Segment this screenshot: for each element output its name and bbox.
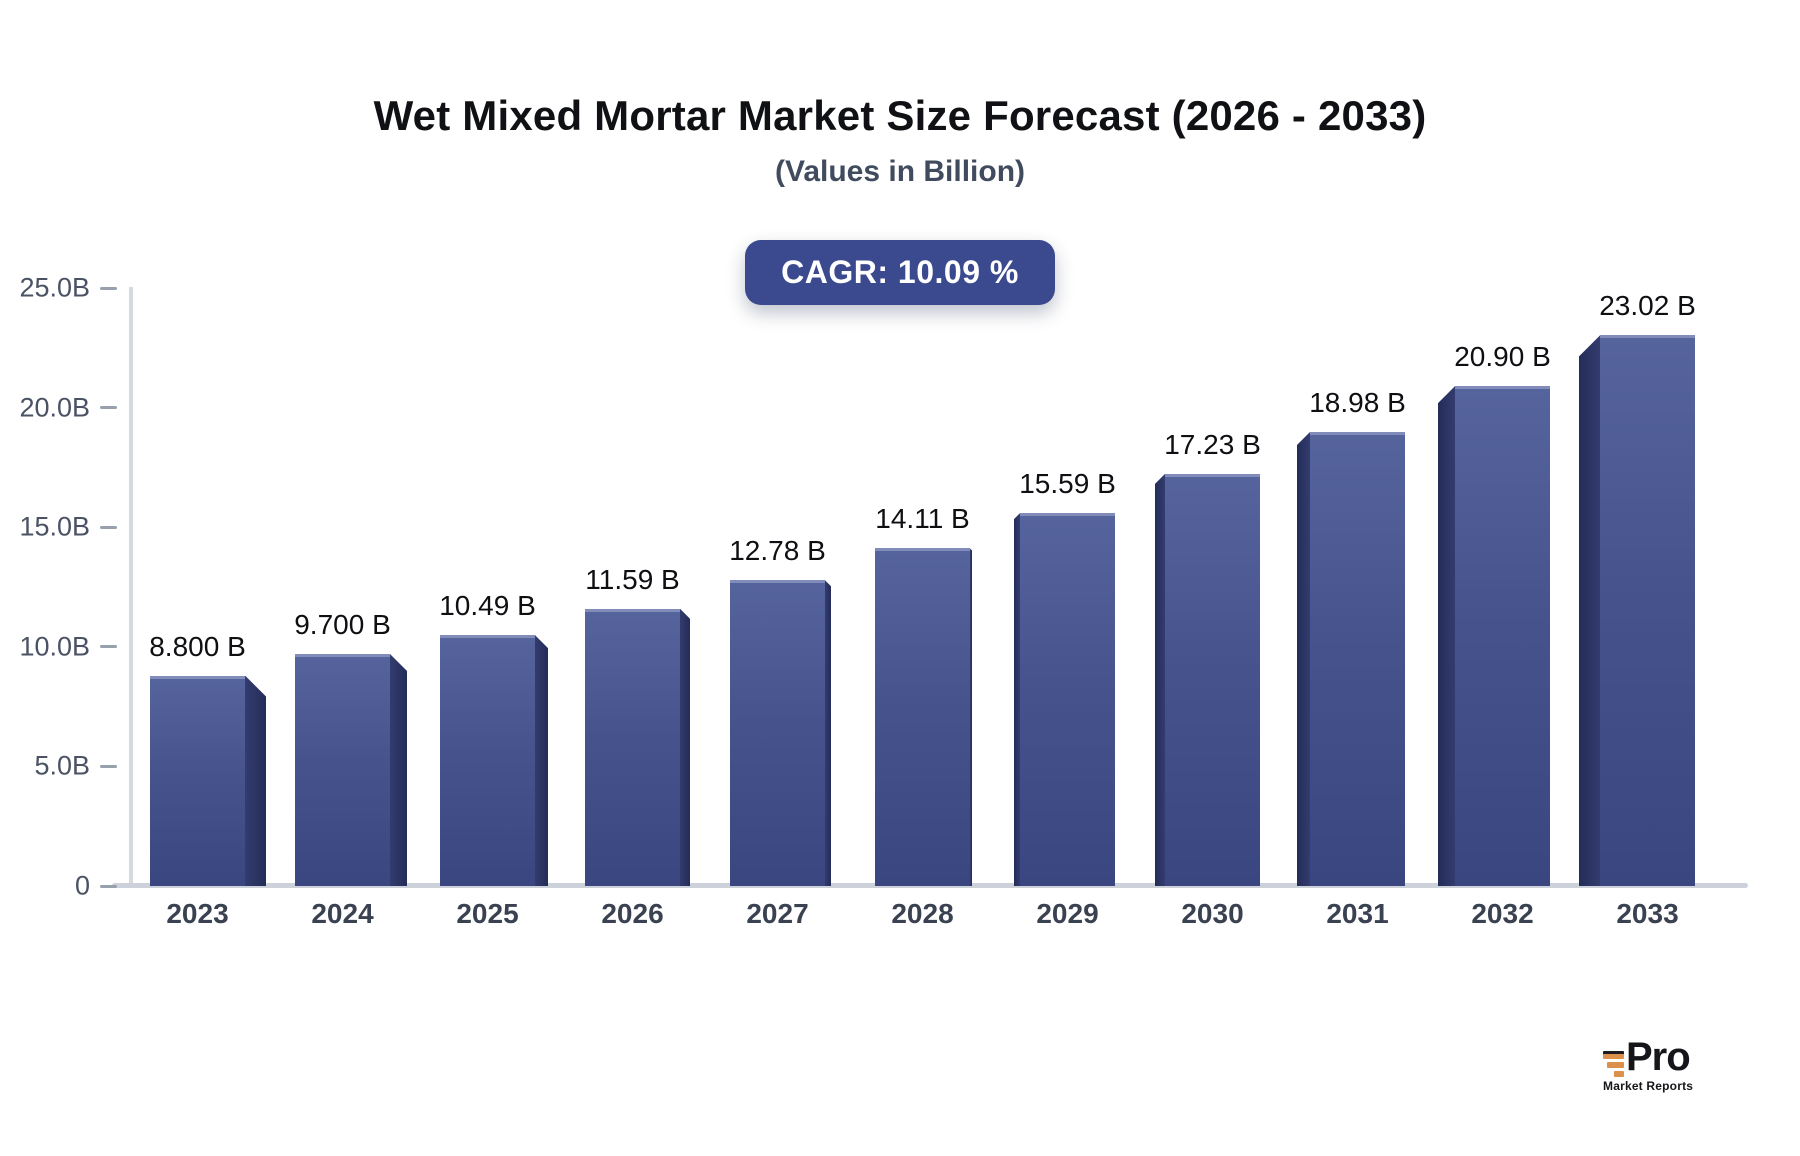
bar bbox=[1165, 473, 1260, 886]
bar-side-face bbox=[245, 675, 266, 886]
bar-value-label: 15.59 B bbox=[1019, 468, 1116, 500]
bar bbox=[1600, 335, 1695, 886]
bar bbox=[585, 608, 680, 886]
y-axis-line bbox=[129, 287, 133, 886]
bar-value-label: 12.78 B bbox=[729, 535, 826, 567]
bar-value-label: 11.59 B bbox=[585, 563, 680, 595]
x-axis-year-label: 2027 bbox=[746, 898, 809, 929]
y-axis-tick-label: 10.0B bbox=[19, 631, 90, 662]
bar-side-face bbox=[535, 635, 548, 886]
x-axis-year-label: 2026 bbox=[601, 898, 664, 929]
logo-subtext: Market Reports bbox=[1603, 1079, 1694, 1093]
logo-stripe bbox=[1614, 1071, 1624, 1077]
bar-side-face bbox=[825, 580, 831, 886]
x-axis-year-label: 2023 bbox=[166, 898, 229, 929]
x-axis-year-label: 2025 bbox=[456, 898, 519, 929]
y-axis-tick-mark bbox=[100, 645, 117, 649]
x-axis-year-label: 2028 bbox=[891, 898, 954, 929]
bar-value-label: 9.700 B bbox=[294, 608, 391, 640]
x-axis-year-label: 2029 bbox=[1036, 898, 1099, 929]
bar-side-face bbox=[1297, 431, 1310, 886]
x-axis-year-label: 2033 bbox=[1616, 898, 1679, 929]
y-axis-tick-label: 20.0B bbox=[19, 392, 90, 423]
bar-value-label: 23.02 B bbox=[1599, 290, 1696, 322]
bar-value-label: 18.98 B bbox=[1309, 386, 1406, 418]
bar-side-face bbox=[1014, 513, 1020, 886]
cagr-badge: CAGR: 10.09 % bbox=[745, 240, 1055, 305]
y-axis-tick-label: 0 bbox=[74, 870, 90, 901]
logo-text: Pro bbox=[1626, 1035, 1691, 1079]
y-axis-tick-mark bbox=[100, 764, 117, 768]
y-axis-tick-mark bbox=[100, 884, 117, 888]
bar bbox=[150, 675, 245, 886]
logo-stripe bbox=[1603, 1051, 1624, 1059]
bar bbox=[875, 548, 970, 886]
logo-stripe bbox=[1607, 1062, 1624, 1068]
x-axis-year-label: 2030 bbox=[1181, 898, 1244, 929]
y-axis-tick-mark bbox=[100, 525, 117, 529]
y-axis-tick-mark bbox=[100, 286, 117, 290]
y-axis-tick-mark bbox=[100, 406, 117, 410]
bar bbox=[1310, 431, 1405, 886]
bar-value-label: 10.49 B bbox=[439, 590, 536, 622]
bar bbox=[295, 653, 390, 886]
logo-stripes-icon bbox=[1603, 1051, 1624, 1077]
bar bbox=[1455, 386, 1550, 886]
bar-side-face bbox=[970, 548, 972, 886]
y-axis-tick-label: 25.0B bbox=[19, 272, 90, 303]
y-axis-tick-label: 5.0B bbox=[34, 750, 90, 781]
bar bbox=[1020, 513, 1115, 886]
x-axis-year-label: 2032 bbox=[1471, 898, 1534, 929]
bar-side-face bbox=[390, 653, 407, 886]
bar-value-label: 14.11 B bbox=[875, 503, 970, 535]
bar-side-face bbox=[1155, 473, 1165, 886]
chart-subtitle: (Values in Billion) bbox=[774, 155, 1026, 188]
y-axis-tick-label: 15.0B bbox=[19, 511, 90, 542]
bar-value-label: 8.800 B bbox=[149, 630, 246, 662]
bar-value-label: 20.90 B bbox=[1454, 341, 1551, 373]
chart-header: Wet Mixed Mortar Market Size Forecast (2… bbox=[0, 90, 1800, 305]
bar-value-label: 17.23 B bbox=[1164, 428, 1261, 460]
bar-side-face bbox=[1438, 386, 1455, 886]
x-axis-year-label: 2031 bbox=[1326, 898, 1389, 929]
pro-market-reports-logo: Pro Market Reports bbox=[1603, 1036, 1723, 1093]
x-axis-year-label: 2024 bbox=[311, 898, 374, 929]
bar bbox=[440, 635, 535, 886]
chart-title: Wet Mixed Mortar Market Size Forecast (2… bbox=[373, 92, 1427, 139]
bar bbox=[730, 580, 825, 886]
bar-side-face bbox=[680, 608, 690, 886]
bar-side-face bbox=[1579, 335, 1600, 886]
